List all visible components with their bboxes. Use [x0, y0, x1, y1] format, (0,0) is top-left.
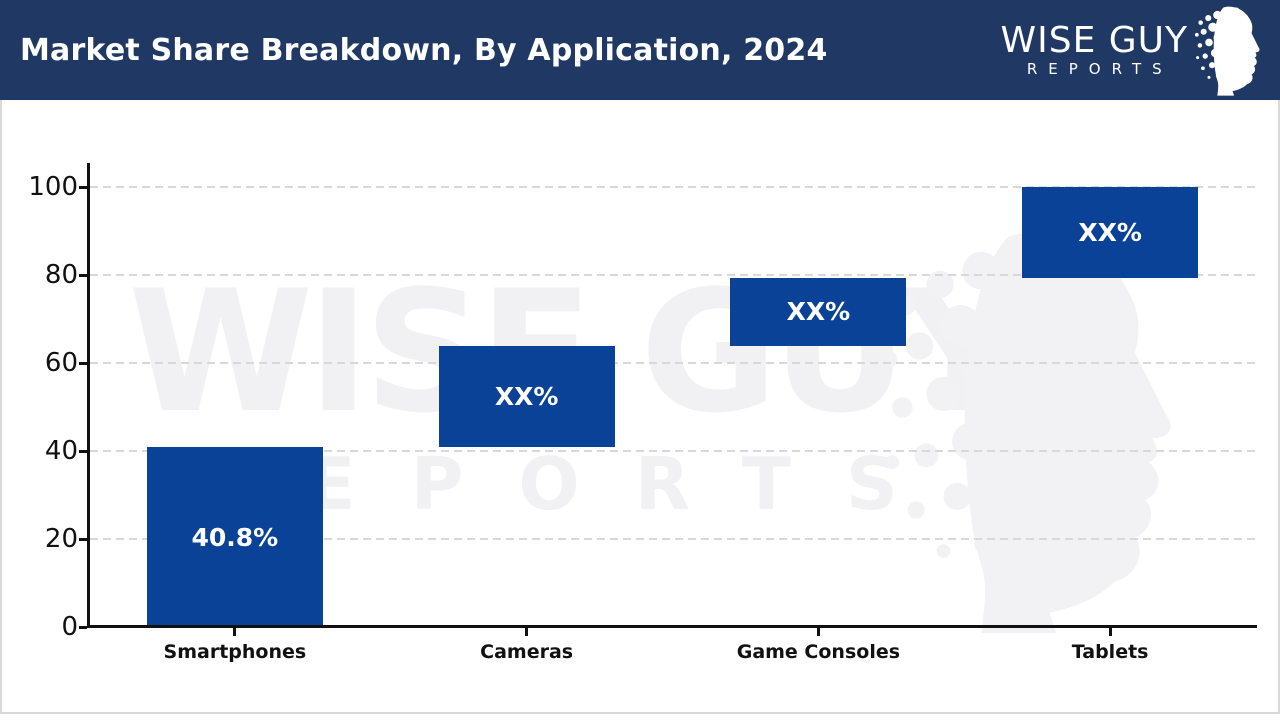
gridline	[90, 274, 1256, 276]
chart-title: Market Share Breakdown, By Application, …	[20, 32, 828, 68]
x-axis	[87, 625, 1257, 628]
gridline	[90, 450, 1256, 452]
x-axis-tick	[816, 628, 820, 636]
x-axis-tick	[525, 628, 529, 636]
gridline	[90, 362, 1256, 364]
y-axis-tick-label: 40	[44, 436, 78, 466]
gridline	[90, 186, 1256, 188]
y-axis-tick	[79, 537, 87, 541]
bar-smartphones: 40.8%	[146, 447, 323, 627]
gridline	[90, 538, 1256, 540]
x-axis-category-label: Tablets	[1071, 641, 1149, 663]
header-bar: Market Share Breakdown, By Application, …	[0, 0, 1280, 100]
chart-canvas: WISE GUY REPORTS 0 20 40 60 80 100 40.8% Smartp…	[2, 100, 1278, 712]
bar-cameras: XX%	[438, 345, 615, 448]
logo-head-icon	[1190, 4, 1266, 96]
y-axis	[87, 163, 90, 628]
bar-value-label: XX%	[786, 297, 851, 327]
bar-game-consoles: XX%	[730, 278, 907, 346]
x-axis-category-label: Cameras	[480, 641, 574, 663]
x-axis-tick	[1108, 628, 1112, 636]
x-axis-category-label: Smartphones	[163, 641, 307, 663]
logo-wordmark-line2: REPORTS	[1026, 60, 1173, 78]
wise-guy-logo: WISE GUY REPORTS	[1001, 0, 1267, 100]
bar-value-label: 40.8%	[191, 522, 279, 552]
y-axis-tick-label: 20	[44, 524, 78, 554]
y-axis-tick-label: 0	[61, 612, 78, 642]
bar-value-label: XX%	[1078, 218, 1142, 248]
watermark-head-icon	[858, 222, 1200, 634]
y-axis-tick	[79, 361, 87, 365]
x-axis-tick	[233, 628, 237, 636]
y-axis-tick	[79, 449, 87, 453]
bar-value-label: XX%	[494, 382, 559, 412]
y-axis-tick-label: 60	[44, 348, 78, 378]
y-axis-tick	[79, 625, 87, 629]
logo-wordmark: WISE GUY REPORTS	[1001, 23, 1189, 77]
logo-wordmark-line1: WISE GUY	[1000, 20, 1188, 61]
y-axis-tick	[79, 273, 87, 277]
y-axis-tick-label: 100	[28, 172, 78, 202]
y-axis-tick	[79, 185, 87, 189]
y-axis-tick-label: 80	[44, 260, 78, 290]
bar-tablets: XX%	[1022, 187, 1199, 279]
chart-area: WISE GUY REPORTS 0 20 40 60 80 100 40.8% Smartp…	[0, 100, 1280, 714]
x-axis-category-label: Game Consoles	[736, 641, 901, 663]
